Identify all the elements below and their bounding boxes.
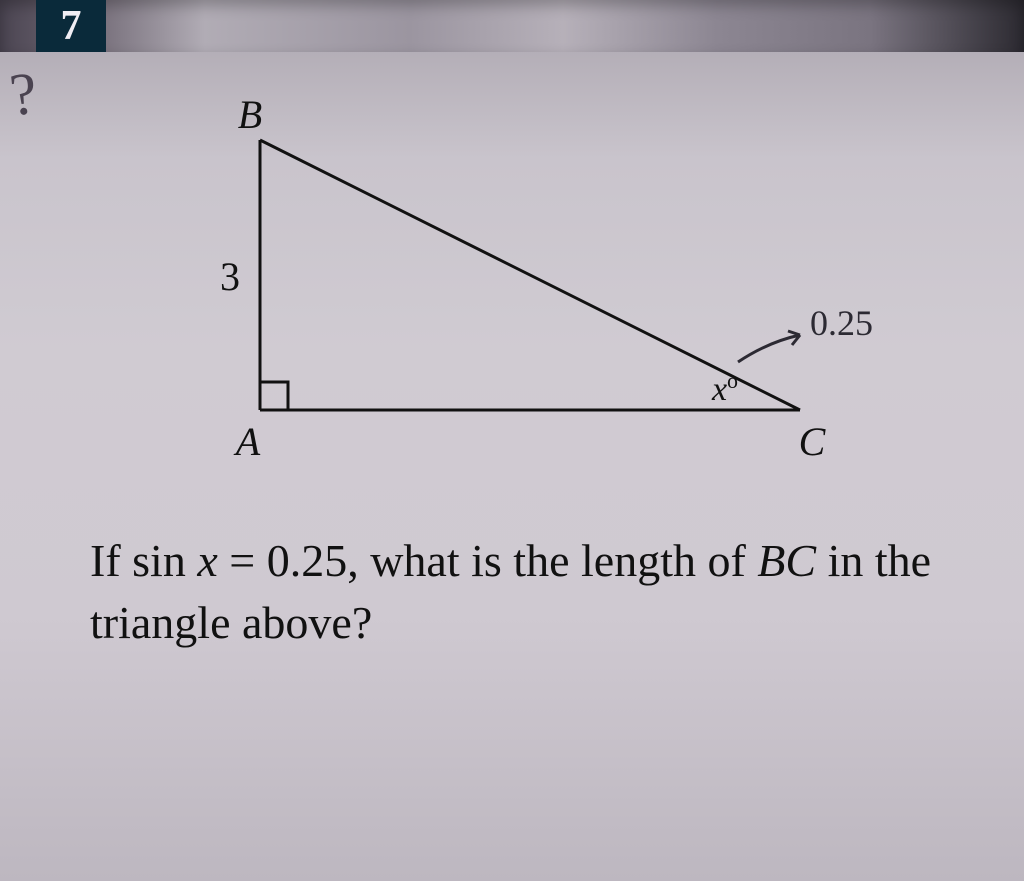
question-number-box: 7 bbox=[36, 0, 106, 52]
q-tail: in the bbox=[816, 535, 931, 586]
hand-annotation-value: 0.25 bbox=[810, 303, 873, 343]
handwritten-margin-mark: ? bbox=[6, 59, 40, 130]
triangle-svg: B A C 3 xo 0.25 bbox=[200, 110, 880, 490]
q-sin: sin bbox=[132, 535, 186, 586]
right-angle-marker bbox=[260, 382, 288, 410]
q-val: 0.25 bbox=[267, 535, 348, 586]
page: 7 ? B A C 3 xo 0.25 If sin x = 0.25, bbox=[0, 0, 1024, 881]
q-suffix: , what is the length of bbox=[347, 535, 757, 586]
vertex-label-b: B bbox=[238, 92, 262, 137]
q-eq: = bbox=[218, 535, 267, 586]
question-text: If sin x = 0.25, what is the length of B… bbox=[90, 530, 934, 654]
vertex-label-c: C bbox=[799, 419, 827, 464]
angle-c-label: xo bbox=[711, 368, 738, 408]
q-var: x bbox=[197, 535, 217, 586]
q-prefix: If bbox=[90, 535, 132, 586]
side-bc bbox=[260, 140, 800, 410]
angle-c-var: x bbox=[711, 371, 727, 408]
q-segment: BC bbox=[757, 535, 816, 586]
side-ab-length: 3 bbox=[220, 254, 240, 299]
hand-arrow bbox=[738, 335, 800, 362]
page-header-strip bbox=[0, 0, 1024, 52]
q-line2: triangle above? bbox=[90, 597, 372, 648]
triangle-figure: B A C 3 xo 0.25 bbox=[200, 110, 880, 490]
vertex-label-a: A bbox=[233, 419, 261, 464]
